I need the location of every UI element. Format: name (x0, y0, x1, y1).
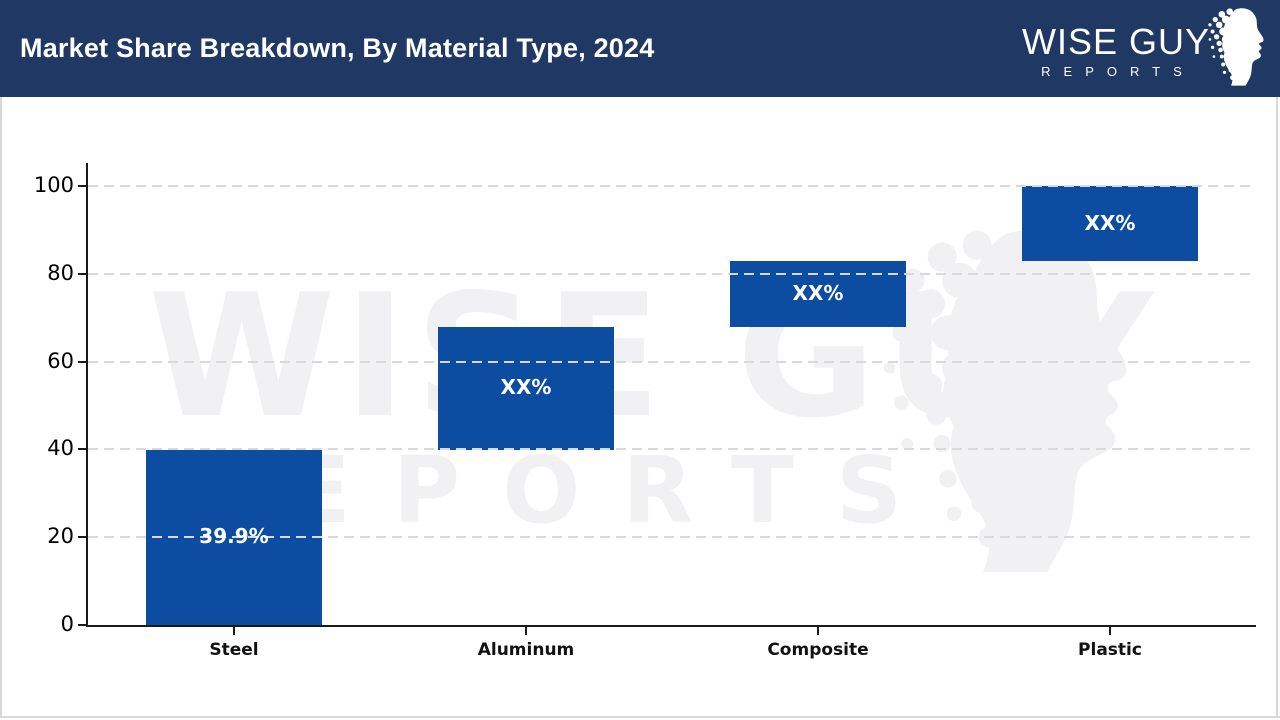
x-category-label: Composite (767, 640, 869, 660)
chart-title: Market Share Breakdown, By Material Type… (20, 33, 655, 63)
gridline-60 (88, 360, 1256, 363)
x-tick-composite (817, 627, 819, 635)
border-left (0, 97, 2, 718)
border-bottom (0, 716, 1280, 718)
y-tick-80 (78, 272, 88, 275)
bar-value-label: XX% (792, 280, 844, 305)
bar-aluminum (438, 326, 614, 450)
y-tick-20 (78, 536, 88, 539)
x-category-label: Aluminum (477, 640, 575, 660)
y-tick-0 (78, 624, 88, 626)
x-tick-steel (233, 627, 235, 635)
gridline-40 (88, 448, 1256, 451)
y-tick-40 (78, 448, 88, 451)
header-bar: Market Share Breakdown, By Material Type… (0, 0, 1280, 97)
y-tick-60 (78, 360, 88, 363)
wise-guy-logo: WISE GUY REPORTS (1022, 6, 1272, 86)
bar-plastic (1022, 186, 1198, 262)
bar-value-label: 39.9% (199, 524, 269, 549)
x-tick-plastic (1109, 627, 1111, 635)
logo-head-icon (1206, 6, 1272, 86)
x-category-label: Plastic (1078, 640, 1142, 660)
bar-value-label: XX% (1084, 210, 1136, 235)
gridline-80 (88, 272, 1256, 275)
y-tick-100 (78, 185, 88, 187)
border-right (1276, 97, 1278, 718)
logo-subtext: REPORTS (1041, 64, 1195, 79)
x-axis (86, 625, 1256, 627)
y-tick-label: 20 (47, 524, 74, 549)
y-tick-label: 80 (47, 260, 74, 285)
y-axis (86, 163, 88, 627)
bar-composite (730, 261, 906, 327)
y-tick-label: 0 (60, 612, 74, 636)
gridline-20 (88, 536, 1256, 539)
x-tick-aluminum (525, 627, 527, 635)
y-tick-label: 40 (47, 436, 74, 461)
y-tick-label: 100 (33, 173, 74, 197)
y-tick-label: 60 (47, 348, 74, 373)
x-category-label: Steel (209, 640, 259, 660)
logo-wordmark: WISE GUY (1021, 21, 1210, 62)
logo-text: WISE GUY REPORTS (1021, 21, 1210, 80)
bar-value-label: XX% (500, 375, 552, 400)
gridline-100 (88, 185, 1256, 187)
